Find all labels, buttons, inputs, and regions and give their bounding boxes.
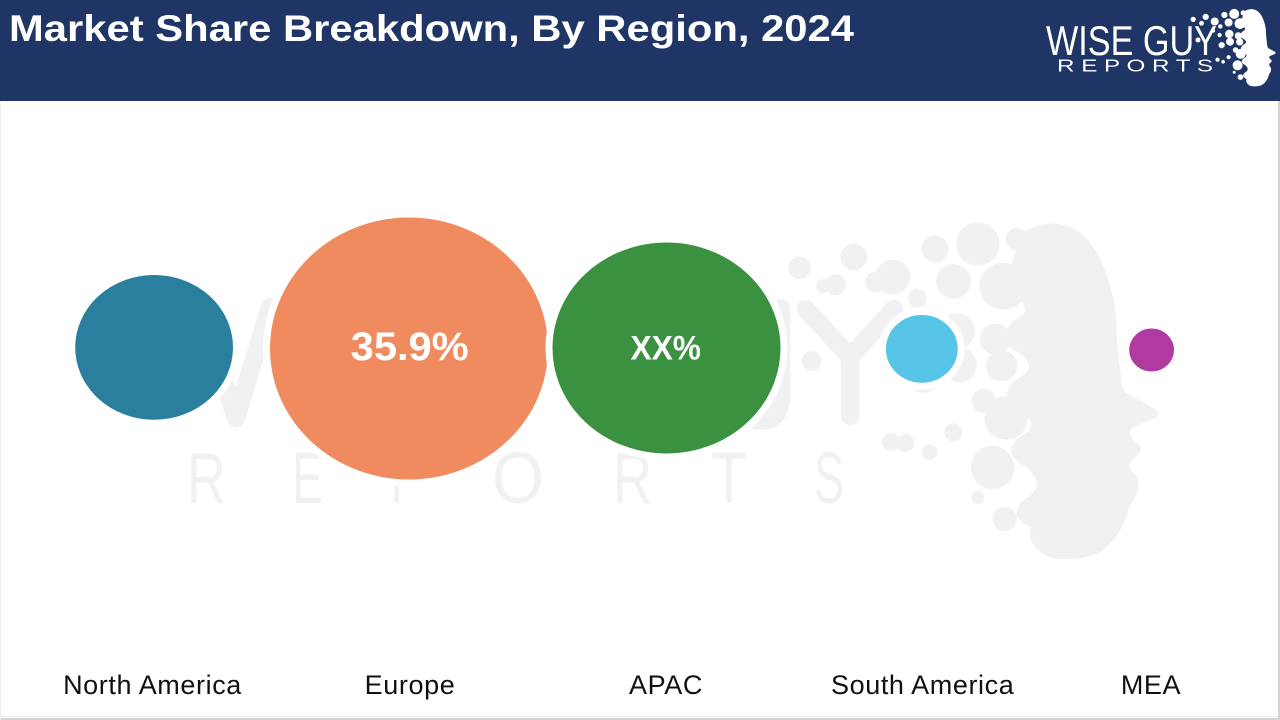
svg-text:Europe: Europe bbox=[365, 670, 456, 700]
svg-text:South America: South America bbox=[831, 670, 1015, 700]
svg-text:APAC: APAC bbox=[629, 670, 703, 700]
svg-text:R E P O R T S: R E P O R T S bbox=[1057, 56, 1213, 76]
svg-text:XX%: XX% bbox=[630, 330, 701, 368]
svg-text:MEA: MEA bbox=[1121, 670, 1181, 700]
svg-text:S: S bbox=[814, 439, 844, 519]
svg-text:T: T bbox=[711, 439, 747, 519]
svg-text:35.9%: 35.9% bbox=[351, 325, 469, 369]
svg-text:Market Share Breakdown, By Reg: Market Share Breakdown, By Region, 2024 bbox=[9, 8, 854, 49]
svg-text:R: R bbox=[187, 439, 226, 519]
svg-text:North America: North America bbox=[63, 670, 242, 700]
svg-text:WISE GUY: WISE GUY bbox=[1046, 17, 1217, 64]
